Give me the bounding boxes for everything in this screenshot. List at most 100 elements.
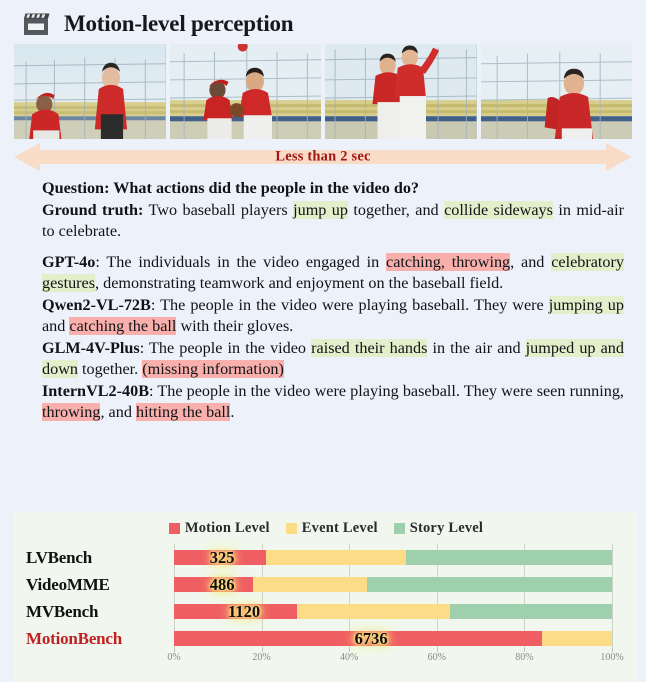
tick-label-80: 80% — [515, 652, 534, 663]
tick-mark-0 — [174, 648, 175, 652]
bar-segment-event-level[interactable] — [541, 631, 612, 646]
bar-segment-motion-level[interactable] — [174, 604, 297, 619]
response-1-span-2: and — [42, 317, 70, 336]
gridline-20 — [261, 544, 263, 652]
ground-truth-label: Ground truth: — [42, 200, 144, 219]
tick-label-60: 60% — [427, 652, 446, 663]
chart-bar-rows: LVBench 325 VideoMME 486 MVBench 1120 MotionBe… — [14, 544, 638, 652]
clapperboard-icon — [22, 10, 52, 37]
chart-legend: Motion Level Event Level Story Level — [14, 512, 638, 538]
video-frame-2 — [169, 44, 321, 139]
response-0-span-1: catching, throwing — [386, 252, 511, 271]
bar-segment-story-level[interactable] — [406, 550, 612, 565]
response-1-span-3: catching the ball — [69, 317, 177, 336]
model-name: GLM-4V-Plus — [42, 338, 140, 357]
response-0-span-4: , demonstrating teamwork and enjoyment o… — [95, 274, 504, 293]
legend-swatch-icon — [285, 523, 297, 534]
response-1-span-4: with their gloves. — [176, 317, 294, 336]
legend-swatch-icon — [168, 523, 180, 534]
chart-gridlines — [14, 542, 638, 670]
response-3-span-3: hitting the ball — [135, 403, 231, 422]
bar-segment-event-level[interactable] — [296, 604, 450, 619]
video-frame-1 — [14, 44, 166, 139]
model-response: GPT-4o: The individuals in the video eng… — [42, 252, 624, 295]
chart-plot-area: LVBench 325 VideoMME 486 MVBench 1120 MotionBe… — [14, 542, 638, 670]
bar-track — [174, 604, 612, 619]
ground-truth-text: Two baseball players jump up together, a… — [42, 200, 624, 241]
model-separator: : — [95, 252, 107, 271]
gridline-80 — [524, 544, 526, 652]
response-0-span-0: The individuals in the video engaged in — [106, 252, 387, 271]
bar-segment-story-level[interactable] — [449, 604, 612, 619]
model-name: Qwen2-VL-72B — [42, 295, 151, 314]
question-line: Question: What actions did the people in… — [42, 178, 624, 200]
response-2-span-2: in the air and — [427, 338, 526, 357]
tick-label-20: 20% — [252, 652, 271, 663]
tick-mark-20 — [261, 648, 263, 652]
response-1-span-1: jumping up — [548, 295, 624, 314]
tick-label-40: 40% — [340, 652, 359, 663]
response-2-span-4: together. — [77, 360, 143, 379]
ground-truth-span-0: Two baseball players — [143, 200, 294, 219]
tick-label-0: 0% — [167, 652, 181, 663]
category-label-videomme: VideoMME — [26, 574, 110, 594]
bar-track — [174, 577, 612, 592]
legend-swatch-icon — [393, 523, 405, 534]
chart-row: LVBench 325 — [14, 544, 638, 571]
bar-track — [174, 631, 612, 646]
bar-segment-event-level[interactable] — [265, 550, 407, 565]
legend-label: Story Level — [409, 520, 484, 536]
response-3-span-4: . — [230, 403, 235, 422]
response-3-span-0: The people in the video were playing bas… — [157, 381, 624, 400]
legend-item-motion-level[interactable]: Motion Level — [168, 520, 270, 537]
tick-mark-60 — [436, 648, 438, 652]
legend-item-event-level[interactable]: Event Level — [285, 520, 378, 537]
model-separator: : — [139, 338, 150, 357]
bar-segment-motion-level[interactable] — [174, 550, 266, 565]
bar-segment-event-level[interactable] — [252, 577, 367, 592]
response-2-span-0: The people in the video — [149, 338, 312, 357]
category-label-lvbench: LVBench — [26, 547, 92, 567]
bar-segment-motion-level[interactable] — [174, 577, 253, 592]
model-response: GLM-4V-Plus: The people in the video rai… — [42, 338, 624, 381]
page-title: Motion-level perception — [64, 10, 294, 36]
legend-label: Motion Level — [184, 520, 270, 536]
ground-truth-line: Ground truth: Two baseball players jump … — [42, 200, 624, 243]
question-label: Question: — [42, 179, 110, 197]
tick-label-100: 100% — [600, 652, 624, 663]
ground-truth-span-1: jump up — [293, 200, 348, 219]
ground-truth-span-4: in mid-air to celebrate. — [42, 200, 624, 241]
gridline-60 — [436, 544, 438, 652]
chart-x-axis: 0% 20% 40% 60% 80% 100% — [167, 648, 624, 670]
model-name: InternVL2-40B — [42, 381, 150, 400]
video-frame-3 — [325, 44, 477, 139]
legend-item-story-level[interactable]: Story Level — [393, 520, 484, 537]
response-2-span-5: (missing information) — [142, 360, 284, 379]
response-1-span-0: The people in the video were playing bas… — [160, 295, 549, 314]
model-response: Qwen2-VL-72B: The people in the video we… — [42, 295, 624, 338]
paragraph-spacer — [42, 243, 624, 252]
response-0-span-2: , and — [510, 252, 552, 271]
video-frame-4 — [480, 44, 632, 139]
duration-arrow: Less than 2 sec — [14, 142, 632, 172]
model-name: GPT-4o — [42, 252, 96, 271]
model-responses-list: GPT-4o: The individuals in the video eng… — [42, 252, 624, 424]
benchmark-chart-panel: Motion Level Event Level Story Level LVBen… — [14, 512, 638, 682]
bar-segment-story-level[interactable] — [366, 577, 612, 592]
category-label-motionbench: MotionBench — [26, 628, 123, 648]
gridline-0 — [174, 544, 175, 652]
chart-row: VideoMME 486 — [14, 571, 638, 598]
legend-label: Event Level — [301, 520, 378, 536]
bar-track — [174, 550, 612, 565]
qa-text-block: Question: What actions did the people in… — [0, 172, 646, 424]
tick-mark-80 — [524, 648, 526, 652]
model-response: InternVL2-40B: The people in the video w… — [42, 381, 624, 424]
bar-segment-motion-level[interactable] — [174, 631, 542, 646]
section-header: Motion-level perception — [0, 0, 646, 44]
chart-row: MotionBench 6736 — [14, 625, 638, 652]
video-filmstrip — [14, 44, 632, 139]
tick-mark-100 — [612, 648, 613, 652]
ground-truth-span-2: together, and — [348, 200, 445, 219]
ground-truth-span-3: collide sideways — [444, 200, 553, 219]
category-label-mvbench: MVBench — [26, 601, 99, 621]
